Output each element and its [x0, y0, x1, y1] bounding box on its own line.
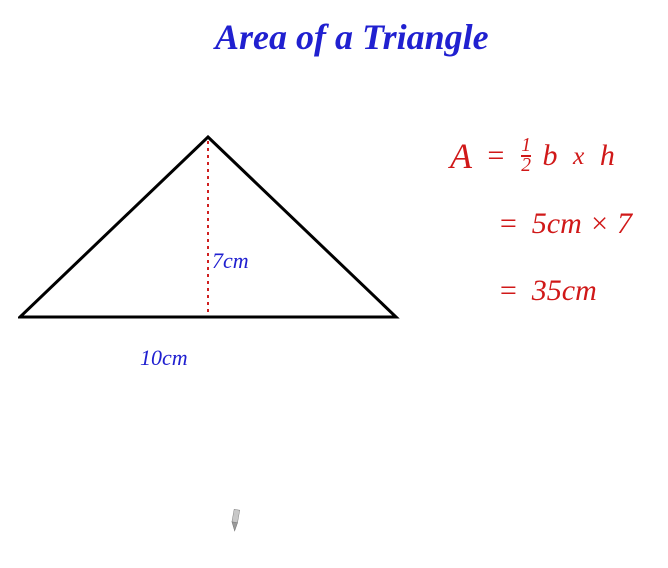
formula-line-2: = 5cm × 7 — [498, 207, 632, 252]
formula-h: h — [600, 139, 615, 172]
formula-times: x — [573, 141, 584, 170]
formula-line-1: A = 1 2 b x h — [450, 135, 632, 185]
formula-line-3: = 35cm — [498, 274, 632, 319]
height-label: 7cm — [212, 248, 249, 274]
pen-cursor-icon — [221, 503, 254, 536]
formula-b: b — [543, 139, 558, 172]
title-text: Area of a Triangle — [215, 17, 489, 57]
base-label-text: 10cm — [140, 345, 188, 370]
formula-half: 1 2 — [521, 137, 531, 174]
base-label: 10cm — [140, 345, 188, 371]
formula-eq1: = — [486, 139, 506, 172]
page-title: Area of a Triangle — [215, 16, 489, 58]
formula-result: 35cm — [532, 274, 597, 307]
formula-A: A — [450, 136, 472, 176]
half-num: 1 — [521, 137, 531, 155]
height-label-text: 7cm — [212, 248, 249, 273]
half-den: 2 — [521, 155, 531, 175]
formula-eq3: = — [498, 274, 518, 307]
formula-eq2: = — [498, 207, 518, 240]
triangle-diagram — [18, 135, 400, 321]
formula-step2: 5cm × 7 — [532, 207, 632, 240]
formula-area: A = 1 2 b x h = 5cm × 7 = 35cm — [450, 135, 632, 319]
